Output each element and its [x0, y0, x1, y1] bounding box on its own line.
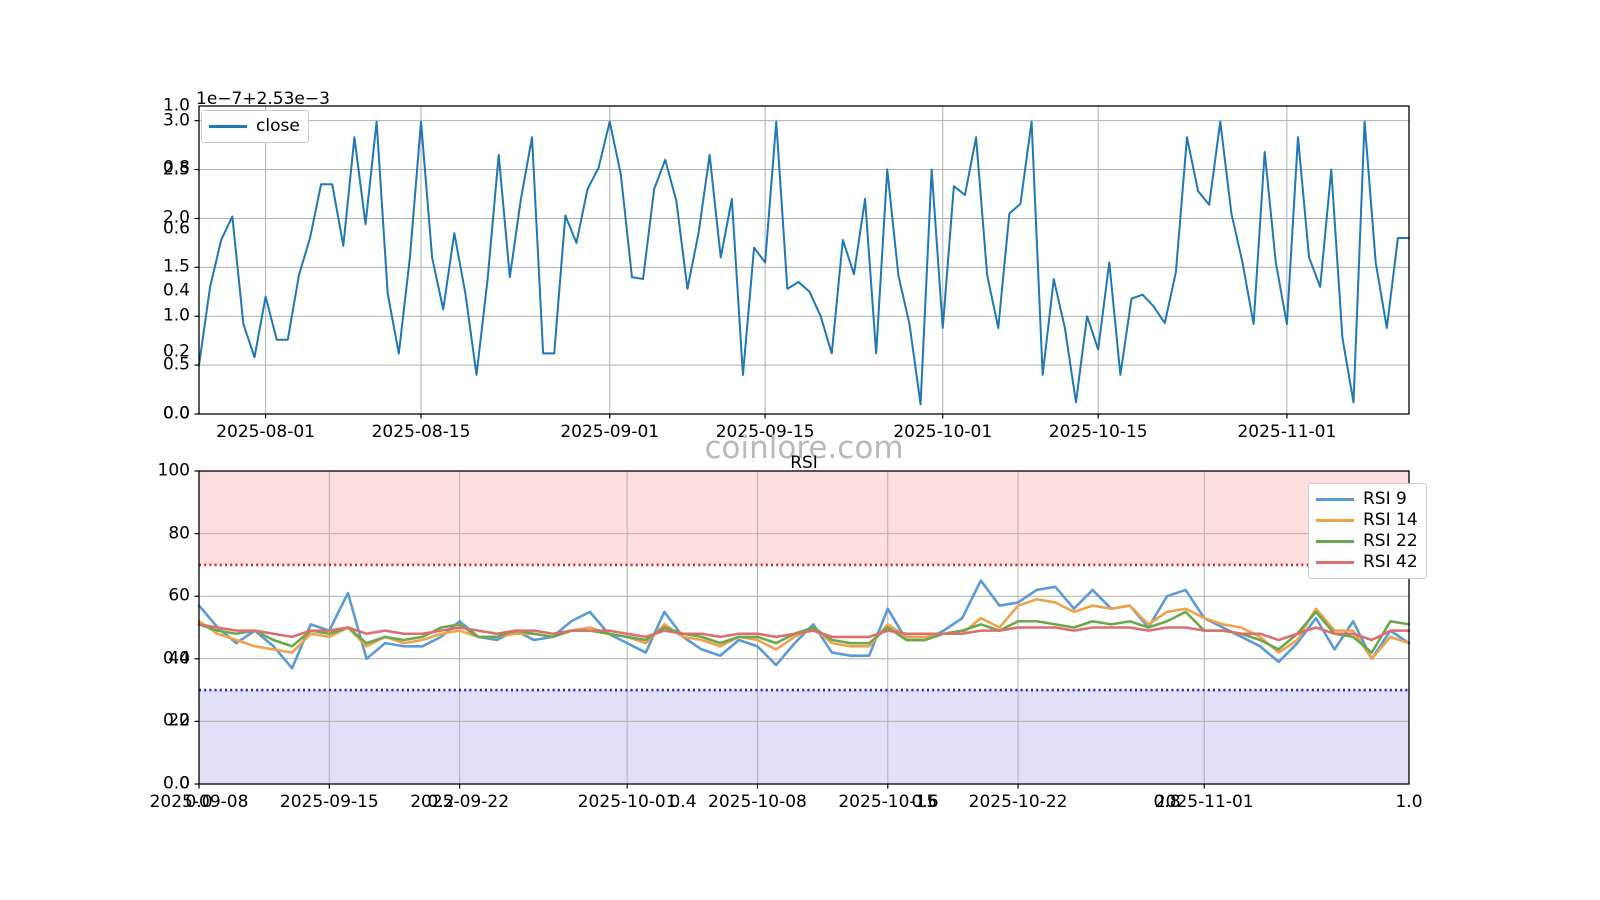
rsi-legend-label: RSI 9	[1363, 489, 1407, 509]
rsi-band-0	[199, 471, 1409, 565]
price-xtick-3: 2025-09-15	[715, 422, 815, 442]
price-xtick-6: 2025-11-01	[1237, 422, 1337, 442]
price-ytick-primary-6: 0.0	[162, 403, 190, 424]
rsi-legend-label: RSI 22	[1363, 531, 1418, 551]
rsi-xtick-date-5: 2025-10-15	[838, 792, 938, 812]
rsi-xtick-date-1: 2025-09-15	[279, 792, 379, 812]
price-ytick-primary-0: 3.0	[162, 110, 190, 131]
price-ytick-overlay-0: 1.0	[162, 95, 190, 116]
price-line-0	[198, 120, 1410, 406]
rsi-ytick-primary-2: 60	[168, 585, 190, 606]
rsi-xtick-overlay-2: 0.4	[669, 792, 697, 812]
rsi-xtick-date-4: 2025-10-08	[708, 792, 807, 812]
legend-line-swatch-icon	[1316, 561, 1354, 564]
price-ytick-overlay-5: 0.0	[162, 403, 190, 424]
rsi-ytick-primary-1: 80	[168, 523, 190, 544]
rsi-xtick-overlay-4: 0.8	[1153, 792, 1181, 812]
price-legend[interactable]: close	[201, 110, 309, 143]
price-ytick-primary-3: 1.5	[162, 256, 190, 277]
price-ytick-primary-1: 2.5	[162, 159, 190, 180]
rsi-band-1	[199, 690, 1409, 784]
price-legend-item-0[interactable]: close	[209, 116, 300, 137]
rsi-legend-label: RSI 14	[1363, 510, 1418, 530]
rsi-xtick-date-6: 2025-10-22	[968, 792, 1068, 812]
price-plot-area	[194, 105, 1410, 419]
price-ytick-primary-4: 1.0	[162, 305, 190, 326]
price-legend-label: close	[256, 116, 300, 136]
price-y-offset-text: 1e−7+2.53e−3	[196, 89, 330, 109]
rsi-xtick-date-7: 2025-11-01	[1154, 792, 1254, 812]
rsi-xtick-overlay-3: 0.6	[911, 792, 939, 812]
rsi-legend-item-rsi-9[interactable]: RSI 9	[1316, 489, 1418, 510]
rsi-xtick-date-2: 2025-09-22	[410, 792, 510, 812]
rsi-ytick-overlay-1: 0.2	[162, 710, 190, 731]
rsi-legend[interactable]: RSI 9 RSI 14 RSI 22 RSI 42	[1308, 483, 1427, 579]
rsi-xtick-date-3: 2025-10-01	[577, 792, 677, 812]
rsi-xtick-overlay-1: 0.2	[427, 792, 455, 812]
price-xtick-4: 2025-10-01	[893, 422, 993, 442]
price-ytick-overlay-2: 0.6	[162, 218, 190, 239]
rsi-legend-item-rsi-14[interactable]: RSI 14	[1316, 510, 1418, 531]
rsi-ytick-primary-5: 0	[179, 773, 190, 794]
rsi-ytick-primary-0: 100	[157, 460, 190, 481]
price-xtick-5: 2025-10-15	[1048, 422, 1148, 442]
price-xtick-1: 2025-08-15	[371, 422, 471, 442]
legend-line-swatch-icon	[1316, 540, 1354, 543]
rsi-legend-item-rsi-42[interactable]: RSI 42	[1316, 552, 1418, 573]
rsi-title: RSI	[790, 453, 818, 473]
price-ytick-overlay-1: 0.8	[162, 157, 190, 178]
rsi-legend-label: RSI 42	[1363, 552, 1418, 572]
rsi-line-rsi-42	[197, 623, 1411, 642]
rsi-legend-item-rsi-22[interactable]: RSI 22	[1316, 531, 1418, 552]
rsi-ytick-primary-4: 20	[168, 710, 190, 731]
legend-line-swatch-icon	[1316, 519, 1354, 522]
price-xtick-0: 2025-08-01	[216, 422, 315, 442]
rsi-xtick-date-0: 2025-09-08	[149, 792, 249, 812]
legend-line-swatch-icon	[1316, 498, 1354, 501]
rsi-ytick-overlay-0: 0.4	[162, 648, 190, 669]
price-xtick-2: 2025-09-01	[560, 422, 660, 442]
legend-line-swatch-icon	[209, 125, 247, 128]
price-ytick-primary-5: 0.5	[162, 354, 190, 375]
price-ytick-overlay-3: 0.4	[162, 280, 190, 301]
watermark-coinlore: coinlore.com	[704, 430, 904, 466]
price-ytick-overlay-4: 0.2	[162, 341, 190, 362]
price-chart-panel: 1e−7+2.53e−3 3.0 2.5 2.0 1.5 1.0 0.5 0.0 1.0 0.8…	[162, 89, 1410, 442]
rsi-ytick-overlay-2: 0.0	[162, 773, 190, 794]
rsi-ytick-primary-3: 40	[168, 648, 190, 669]
rsi-xtick-overlay-5: 1.0	[1395, 792, 1423, 812]
rsi-xtick-overlay-0: 0.0	[185, 792, 213, 812]
price-ytick-primary-2: 2.0	[162, 207, 190, 228]
